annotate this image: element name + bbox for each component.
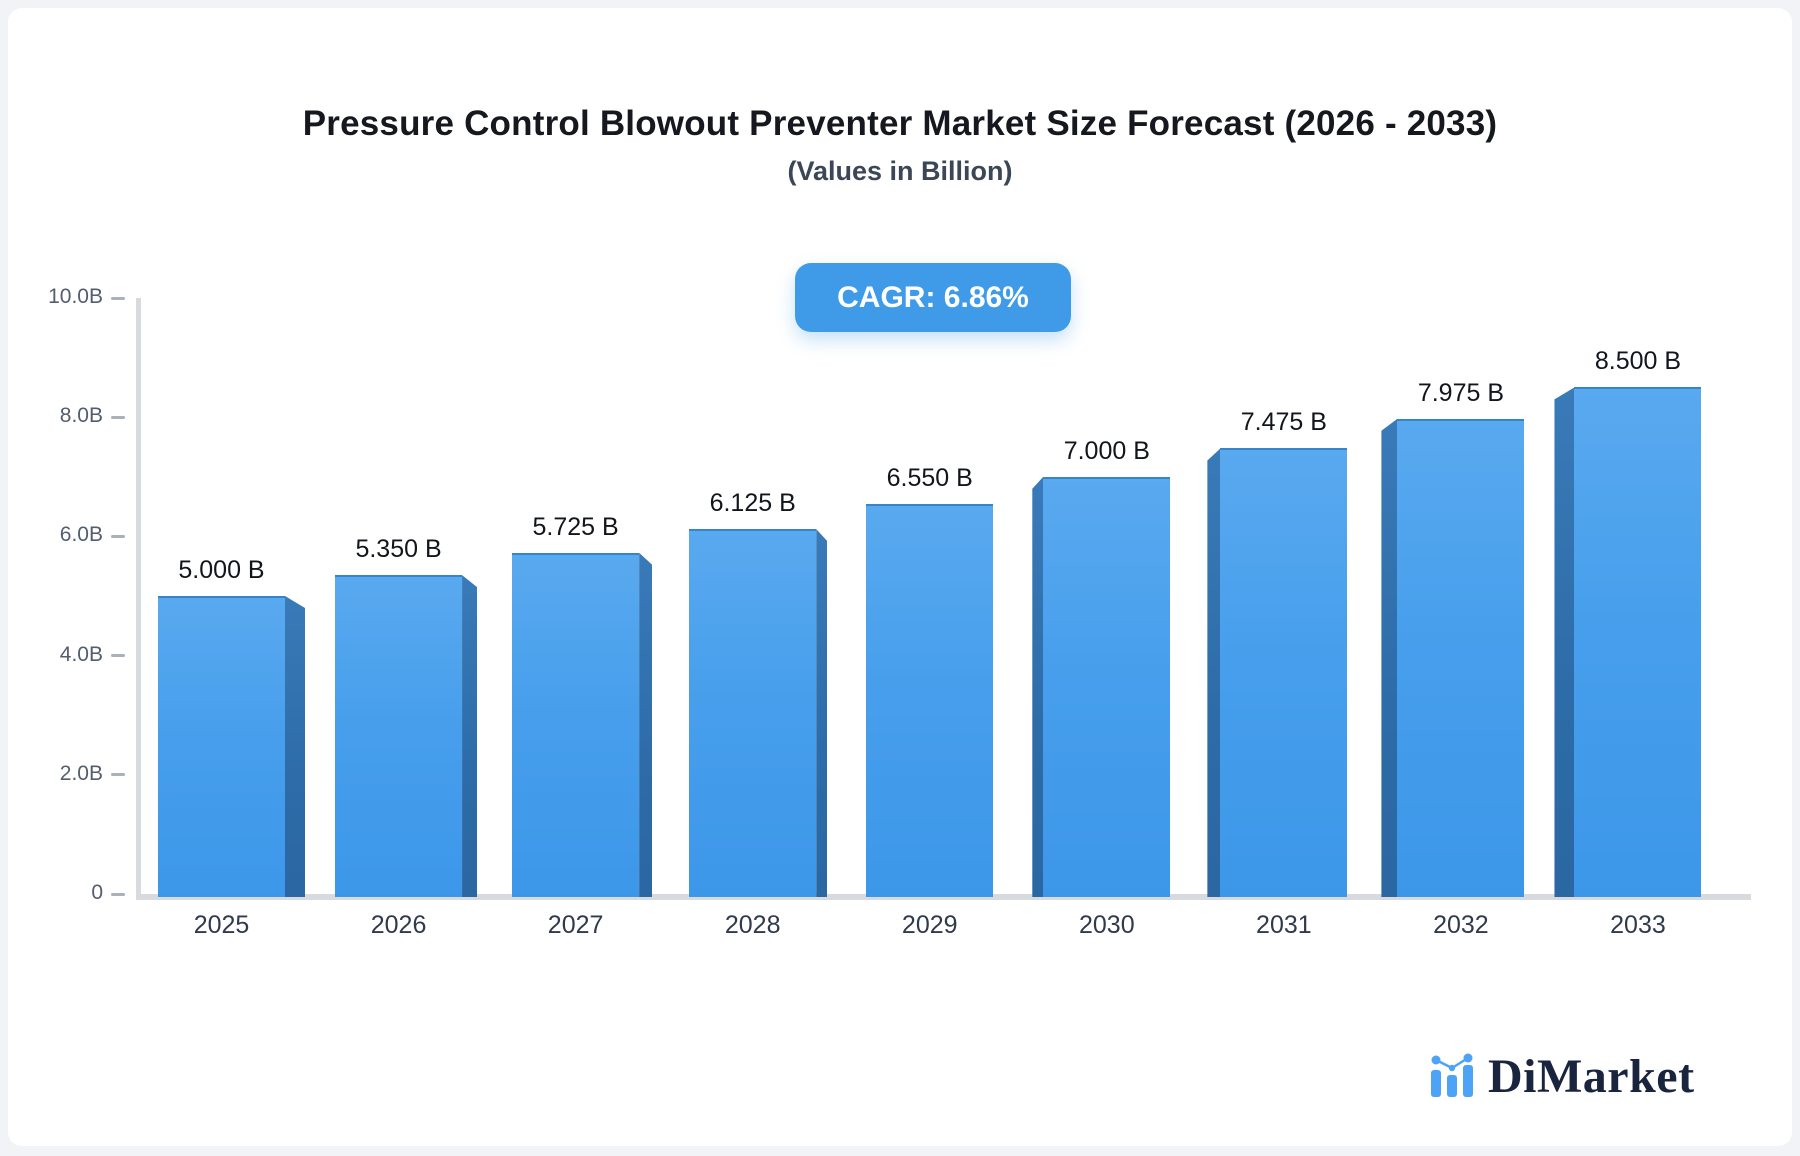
bar-2027 (512, 552, 640, 897)
bar-2032 (1397, 418, 1525, 897)
bar-value-label: 5.725 B (532, 512, 619, 541)
bar-2030 (1043, 476, 1171, 897)
bar-value-label: 5.350 B (355, 535, 442, 564)
x-axis-category-label: 2025 (193, 911, 250, 939)
bar-2031 (1220, 448, 1348, 897)
bar-2033 (1574, 387, 1702, 897)
bar-value-label: 7.475 B (1240, 408, 1327, 437)
bar-value-label: 6.125 B (709, 488, 796, 517)
y-tick-mark (111, 773, 125, 777)
bar-side-face (639, 552, 653, 897)
bar-2025 (158, 596, 285, 897)
x-axis-category-label: 2026 (370, 911, 427, 939)
bar-side-face (1032, 476, 1044, 897)
bar-line-chart-icon (1431, 1053, 1473, 1097)
bar-side-face (1381, 418, 1398, 897)
brand-name: DiMarket (1488, 1049, 1695, 1103)
bar-side-face (816, 528, 828, 897)
bar-side-face (285, 596, 305, 897)
bar-value-label: 5.000 B (178, 556, 265, 584)
y-tick-mark (111, 654, 125, 658)
bar-value-label: 7.975 B (1417, 378, 1504, 407)
bar-value-label: 7.000 B (1063, 436, 1150, 465)
y-tick-mark (111, 296, 125, 300)
x-axis-line (136, 894, 1751, 900)
x-axis-category-label: 2029 (901, 911, 958, 939)
bar-side-face (1554, 387, 1575, 897)
x-axis-category-label: 2031 (1256, 911, 1312, 939)
y-axis-tick-label: 4.0B (59, 642, 103, 666)
x-axis-category-label: 2030 (1078, 911, 1135, 939)
bar-side-face (462, 575, 478, 897)
y-axis-tick-label: 6.0B (59, 523, 103, 547)
cagr-badge: CAGR: 6.86% (795, 263, 1071, 332)
bar-value-label: 6.550 B (886, 463, 973, 492)
y-tick-mark (111, 534, 125, 538)
chart-subtitle: (Values in Billion) (787, 156, 1013, 186)
x-axis-category-label: 2028 (724, 911, 781, 939)
x-axis-category-label: 2027 (547, 911, 604, 939)
y-tick-mark (111, 415, 125, 419)
x-axis-category-label: 2032 (1433, 911, 1489, 939)
bar-value-label: 8.500 B (1594, 347, 1682, 376)
y-axis-tick-label: 2.0B (59, 761, 103, 785)
bar-2028 (689, 528, 817, 897)
x-axis-category-label: 2033 (1610, 911, 1666, 939)
bar-2029 (866, 503, 994, 897)
chart-title: Pressure Control Blowout Preventer Marke… (302, 104, 1498, 143)
brand-logo: DiMarket (1428, 1044, 1718, 1108)
chart-card: Pressure Control Blowout Preventer Marke… (8, 8, 1792, 1146)
bar-side-face (1207, 448, 1221, 897)
y-axis-tick-label: 0 (91, 881, 103, 904)
y-axis-line (136, 298, 141, 900)
bar-2026 (335, 575, 463, 897)
y-axis-tick-label: 10.0B (48, 285, 103, 308)
y-axis-tick-label: 8.0B (59, 404, 103, 428)
y-tick-mark (111, 892, 125, 896)
